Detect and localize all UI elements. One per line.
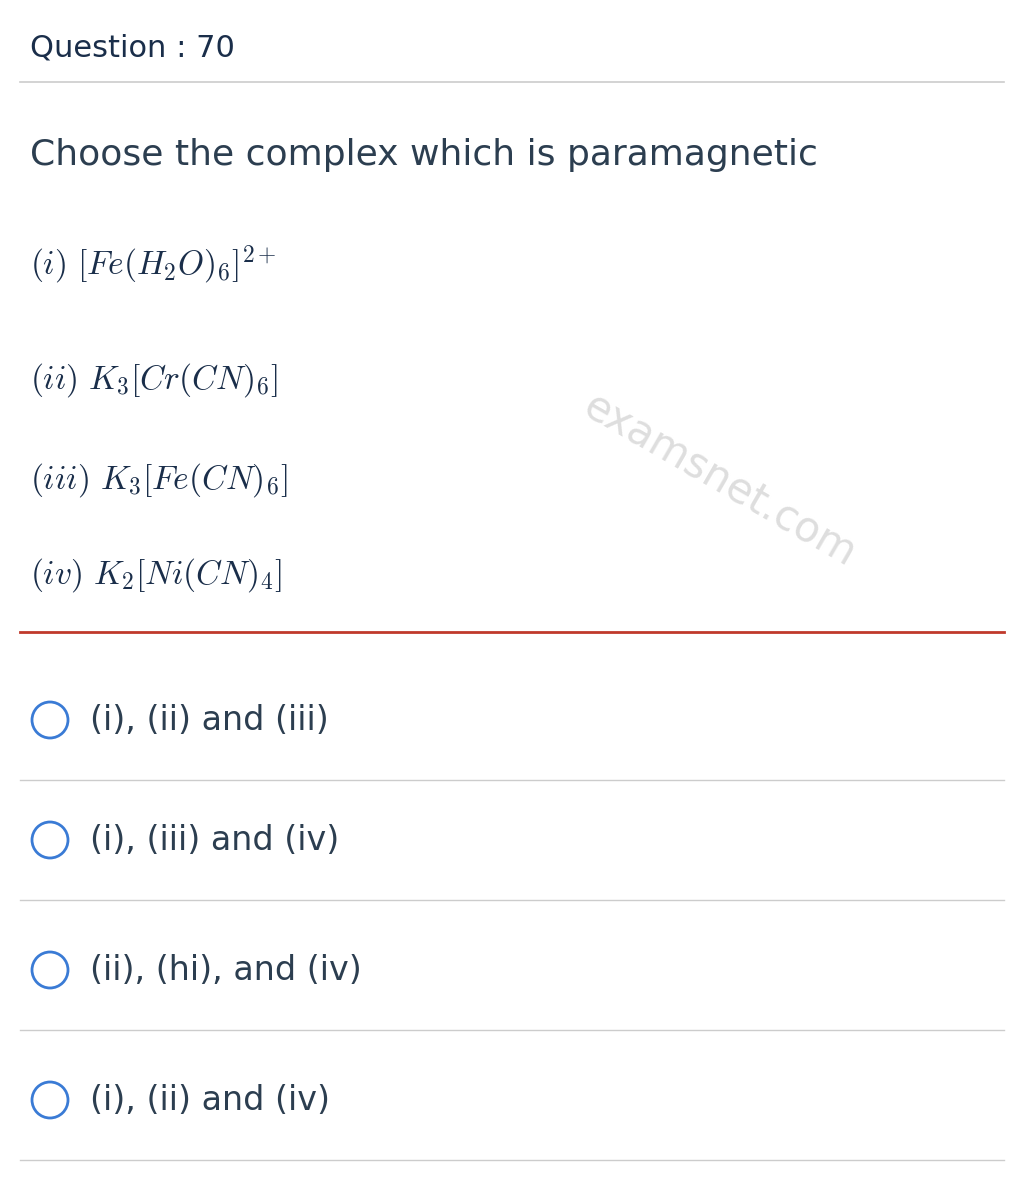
Text: (i), (ii) and (iii): (i), (ii) and (iii)	[90, 703, 329, 737]
Text: $(iv)\ K_2[Ni(CN)_4]$: $(iv)\ K_2[Ni(CN)_4]$	[30, 556, 282, 594]
Text: $(iii)\ K_3[Fe(CN)_6]$: $(iii)\ K_3[Fe(CN)_6]$	[30, 461, 288, 499]
Text: $(ii)\ K_3[Cr(CN)_6]$: $(ii)\ K_3[Cr(CN)_6]$	[30, 361, 278, 398]
Text: Question : 70: Question : 70	[30, 34, 234, 62]
Text: (i), (iii) and (iv): (i), (iii) and (iv)	[90, 823, 339, 857]
Text: examsnet.com: examsnet.com	[577, 385, 863, 575]
Text: (ii), (hi), and (iv): (ii), (hi), and (iv)	[90, 954, 361, 986]
Text: (i), (ii) and (iv): (i), (ii) and (iv)	[90, 1084, 330, 1116]
Text: Choose the complex which is paramagnetic: Choose the complex which is paramagnetic	[30, 138, 818, 172]
Text: $(i)\ [Fe(H_2O)_6]^{2+}$: $(i)\ [Fe(H_2O)_6]^{2+}$	[30, 244, 276, 287]
